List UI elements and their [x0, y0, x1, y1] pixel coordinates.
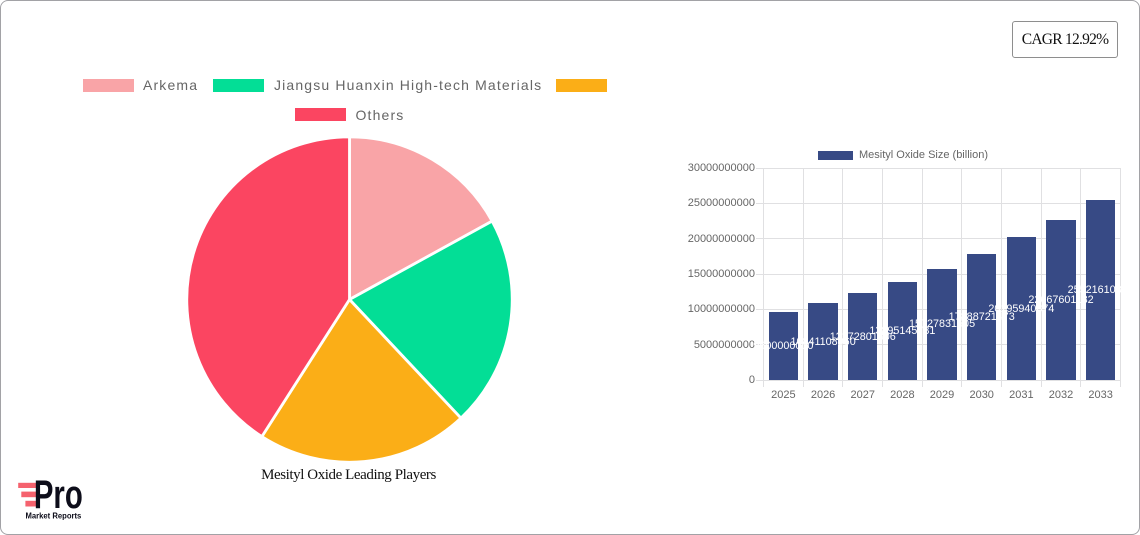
svg-text:Market Reports: Market Reports — [26, 511, 82, 520]
svg-text:Pro: Pro — [34, 474, 83, 517]
